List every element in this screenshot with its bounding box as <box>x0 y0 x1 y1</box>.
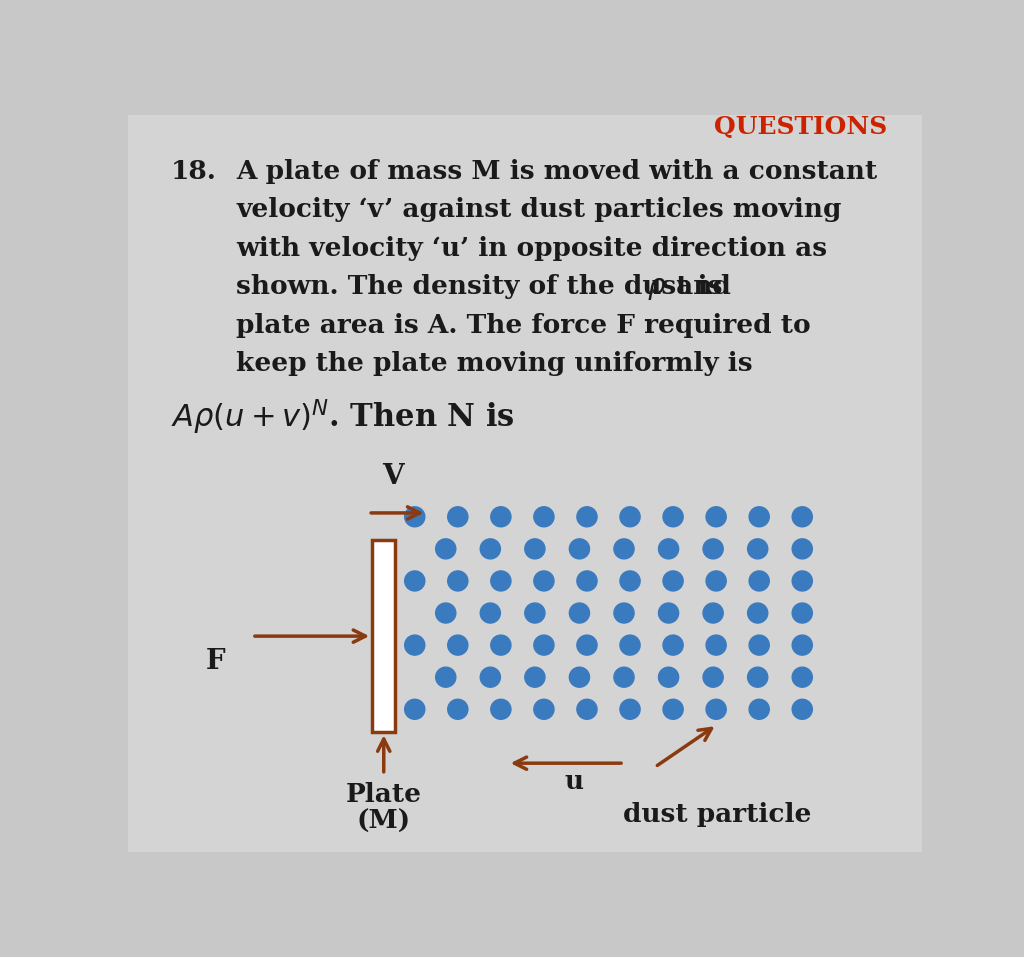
Circle shape <box>793 667 812 687</box>
Circle shape <box>707 635 726 656</box>
Circle shape <box>490 507 511 526</box>
Circle shape <box>435 667 456 687</box>
Text: velocity ‘v’ against dust particles moving: velocity ‘v’ against dust particles movi… <box>237 197 842 222</box>
Circle shape <box>534 507 554 526</box>
Circle shape <box>793 603 812 623</box>
Circle shape <box>480 539 501 559</box>
Text: keep the plate moving uniformly is: keep the plate moving uniformly is <box>237 351 753 376</box>
Circle shape <box>620 507 640 526</box>
Text: (M): (M) <box>356 810 411 835</box>
Circle shape <box>750 635 769 656</box>
Circle shape <box>750 700 769 720</box>
Circle shape <box>620 635 640 656</box>
Text: plate area is A. The force F required to: plate area is A. The force F required to <box>237 313 811 338</box>
Circle shape <box>490 635 511 656</box>
Circle shape <box>404 700 425 720</box>
Circle shape <box>404 507 425 526</box>
Circle shape <box>748 539 768 559</box>
Circle shape <box>793 635 812 656</box>
Text: dust particle: dust particle <box>623 802 811 827</box>
Circle shape <box>534 635 554 656</box>
Text: 18.: 18. <box>171 159 216 184</box>
Circle shape <box>447 635 468 656</box>
Circle shape <box>435 603 456 623</box>
Circle shape <box>750 507 769 526</box>
Circle shape <box>748 667 768 687</box>
Circle shape <box>703 667 723 687</box>
Circle shape <box>703 539 723 559</box>
Circle shape <box>658 667 679 687</box>
Circle shape <box>703 603 723 623</box>
Circle shape <box>435 539 456 559</box>
Text: shown. The density of the dust is: shown. The density of the dust is <box>237 275 732 300</box>
Circle shape <box>569 539 590 559</box>
Circle shape <box>793 571 812 591</box>
Circle shape <box>620 700 640 720</box>
Text: and: and <box>667 275 730 300</box>
Text: QUESTIONS: QUESTIONS <box>715 115 888 139</box>
Circle shape <box>569 603 590 623</box>
Text: u: u <box>564 769 583 794</box>
Circle shape <box>524 603 545 623</box>
Circle shape <box>663 635 683 656</box>
Circle shape <box>447 507 468 526</box>
Circle shape <box>404 571 425 591</box>
Circle shape <box>534 571 554 591</box>
Circle shape <box>447 571 468 591</box>
Circle shape <box>404 635 425 656</box>
Circle shape <box>490 571 511 591</box>
Circle shape <box>614 603 634 623</box>
Circle shape <box>707 571 726 591</box>
Circle shape <box>663 700 683 720</box>
Circle shape <box>577 507 597 526</box>
Circle shape <box>663 571 683 591</box>
Circle shape <box>447 700 468 720</box>
Text: F: F <box>206 648 225 675</box>
Circle shape <box>480 667 501 687</box>
Circle shape <box>524 667 545 687</box>
Circle shape <box>748 603 768 623</box>
Circle shape <box>569 667 590 687</box>
Circle shape <box>707 507 726 526</box>
Circle shape <box>793 507 812 526</box>
Circle shape <box>750 571 769 591</box>
Text: $\rho$: $\rho$ <box>647 275 667 302</box>
Circle shape <box>793 539 812 559</box>
Circle shape <box>534 700 554 720</box>
Circle shape <box>658 603 679 623</box>
Text: V: V <box>382 463 403 490</box>
Circle shape <box>577 700 597 720</box>
Circle shape <box>524 539 545 559</box>
Circle shape <box>793 700 812 720</box>
Circle shape <box>480 603 501 623</box>
Circle shape <box>663 507 683 526</box>
Circle shape <box>707 700 726 720</box>
Circle shape <box>620 571 640 591</box>
Circle shape <box>577 571 597 591</box>
Text: with velocity ‘u’ in opposite direction as: with velocity ‘u’ in opposite direction … <box>237 235 827 260</box>
Text: Plate: Plate <box>346 783 422 808</box>
Circle shape <box>614 539 634 559</box>
Circle shape <box>490 700 511 720</box>
Text: A plate of mass M is moved with a constant: A plate of mass M is moved with a consta… <box>237 159 878 184</box>
Text: $A\rho(u+v)^{N}$. Then N is: $A\rho(u+v)^{N}$. Then N is <box>171 397 514 437</box>
Bar <box>372 540 395 732</box>
Circle shape <box>658 539 679 559</box>
Circle shape <box>614 667 634 687</box>
Circle shape <box>577 635 597 656</box>
